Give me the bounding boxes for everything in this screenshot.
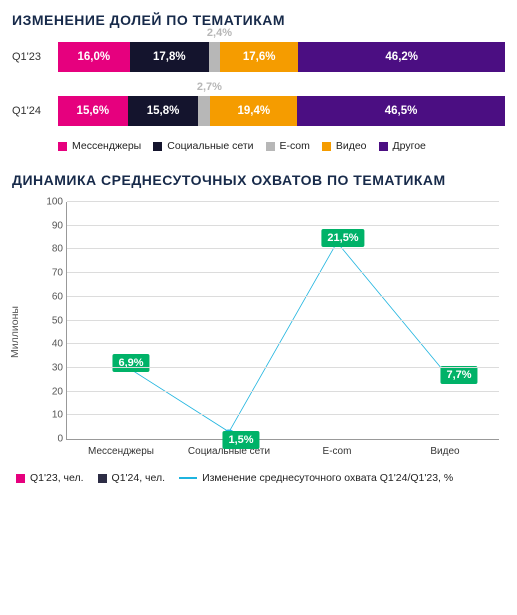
grouped-chart: Миллионы МессенджерыСоциальные сетиE-com… (12, 202, 505, 462)
segment-label: 2,7% (197, 81, 222, 93)
gridline (67, 391, 499, 392)
gridline (67, 272, 499, 273)
legend-item: Видео (322, 140, 367, 152)
legend-swatch (98, 474, 107, 483)
gridline (67, 248, 499, 249)
legend-item: Изменение среднесуточного охвата Q1'24/Q… (179, 472, 453, 484)
pct-badge: 6,9% (112, 354, 149, 372)
legend-label: Мессенджеры (72, 140, 141, 152)
legend-line-swatch (179, 477, 197, 479)
segment-other: 46,2% (298, 42, 505, 72)
segment-messengers: 16,0% (58, 42, 130, 72)
legend-item: Мессенджеры (58, 140, 141, 152)
stacked-bar: 15,6%15,8%2,7%19,4%46,5% (58, 96, 505, 126)
segment-other: 46,5% (297, 96, 505, 126)
ytick: 20 (39, 386, 63, 397)
pct-badge: 7,7% (440, 366, 477, 384)
gridline (67, 201, 499, 202)
legend-label: Q1'23, чел. (30, 472, 84, 484)
segment-social: 15,8% (128, 96, 199, 126)
x-category-label: Видео (430, 446, 459, 457)
legend-item: Q1'24, чел. (98, 472, 166, 484)
ytick: 70 (39, 268, 63, 279)
segment-ecom: 2,4% (209, 42, 220, 72)
grouped-title: ДИНАМИКА СРЕДНЕСУТОЧНЫХ ОХВАТОВ ПО ТЕМАТ… (12, 172, 505, 188)
x-category-label: E-com (323, 446, 352, 457)
stacked-chart: Q1'2316,0%17,8%2,4%17,6%46,2%Q1'2415,6%1… (12, 42, 505, 126)
legend-swatch (266, 142, 275, 151)
gridline (67, 367, 499, 368)
legend-label: Q1'24, чел. (112, 472, 166, 484)
legend-label: Социальные сети (167, 140, 253, 152)
segment-video: 17,6% (220, 42, 299, 72)
ytick: 40 (39, 339, 63, 350)
legend-swatch (379, 142, 388, 151)
gridline (67, 414, 499, 415)
segment-label: 2,4% (207, 27, 232, 39)
trend-line (121, 242, 445, 432)
legend-item: Другое (379, 140, 426, 152)
gridline (67, 320, 499, 321)
legend-item: Социальные сети (153, 140, 253, 152)
grouped-legend: Q1'23, чел. Q1'24, чел. Изменение среднесу… (12, 472, 505, 484)
legend-label: Видео (336, 140, 367, 152)
gridline (67, 296, 499, 297)
segment-messengers: 15,6% (58, 96, 128, 126)
ytick: 90 (39, 220, 63, 231)
segment-social: 17,8% (130, 42, 210, 72)
ytick: 10 (39, 410, 63, 421)
pct-badge: 21,5% (321, 229, 364, 247)
segment-video: 19,4% (210, 96, 297, 126)
x-category-label: Мессенджеры (88, 446, 154, 457)
stacked-legend: Мессенджеры Социальные сети E-com Видео Друг… (12, 140, 505, 152)
legend-swatch (322, 142, 331, 151)
stacked-title: ИЗМЕНЕНИЕ ДОЛЕЙ ПО ТЕМАТИКАМ (12, 12, 505, 28)
legend-swatch (153, 142, 162, 151)
legend-item: Q1'23, чел. (16, 472, 84, 484)
row-label: Q1'24 (12, 105, 58, 117)
line-layer: 6,9%1,5%21,5%7,7% (67, 202, 499, 439)
stacked-bar: 16,0%17,8%2,4%17,6%46,2% (58, 42, 505, 72)
plot-area: МессенджерыСоциальные сетиE-comВидео 6,9… (66, 202, 499, 440)
ytick: 80 (39, 244, 63, 255)
legend-label: Изменение среднесуточного охвата Q1'24/Q… (202, 472, 453, 484)
ytick: 0 (39, 434, 63, 445)
row-label: Q1'23 (12, 51, 58, 63)
yaxis-title: Миллионы (9, 306, 21, 358)
legend-swatch (16, 474, 25, 483)
pct-badge: 1,5% (222, 431, 259, 449)
legend-label: E-com (280, 140, 310, 152)
stacked-row: Q1'2316,0%17,8%2,4%17,6%46,2% (12, 42, 505, 72)
line-svg (67, 202, 499, 439)
ytick: 60 (39, 291, 63, 302)
legend-swatch (58, 142, 67, 151)
gridline (67, 343, 499, 344)
legend-label: Другое (393, 140, 426, 152)
legend-item: E-com (266, 140, 310, 152)
segment-ecom: 2,7% (198, 96, 210, 126)
ytick: 30 (39, 362, 63, 373)
ytick: 50 (39, 315, 63, 326)
stacked-row: Q1'2415,6%15,8%2,7%19,4%46,5% (12, 96, 505, 126)
ytick: 100 (39, 197, 63, 208)
gridline (67, 225, 499, 226)
